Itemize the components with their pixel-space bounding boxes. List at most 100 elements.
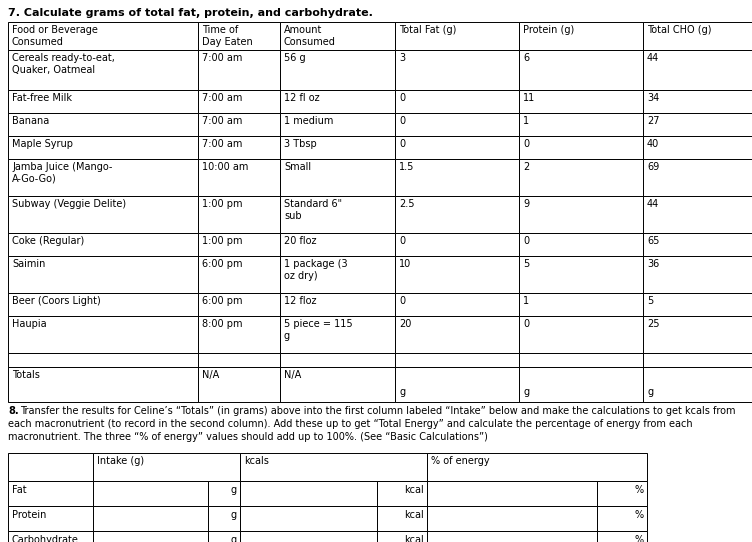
Text: 1: 1 bbox=[523, 116, 529, 126]
Text: 25: 25 bbox=[647, 319, 660, 329]
Text: 0: 0 bbox=[523, 139, 529, 149]
Text: Small: Small bbox=[284, 162, 311, 172]
Bar bbox=[519, 353, 643, 367]
Text: 11: 11 bbox=[523, 93, 535, 103]
Text: Totals: Totals bbox=[12, 370, 40, 380]
Text: kcal: kcal bbox=[405, 485, 424, 495]
Bar bbox=[280, 159, 395, 196]
Text: Carbohydrate: Carbohydrate bbox=[12, 535, 79, 542]
Text: 10:00 am: 10:00 am bbox=[202, 162, 248, 172]
Text: 12 floz: 12 floz bbox=[284, 296, 317, 306]
Bar bbox=[198, 233, 280, 256]
Bar bbox=[597, 481, 647, 506]
Bar bbox=[519, 196, 643, 233]
Text: 9: 9 bbox=[523, 199, 529, 209]
Bar bbox=[643, 256, 752, 293]
Text: 6:00 pm: 6:00 pm bbox=[202, 259, 242, 269]
Bar bbox=[280, 50, 395, 90]
Text: 1.5: 1.5 bbox=[399, 162, 414, 172]
Bar bbox=[8, 196, 198, 233]
Bar bbox=[519, 256, 643, 293]
Bar bbox=[427, 531, 597, 542]
Text: Haupia: Haupia bbox=[12, 319, 47, 329]
Text: g: g bbox=[231, 535, 237, 542]
Text: 1: 1 bbox=[523, 296, 529, 306]
Text: %: % bbox=[635, 510, 644, 520]
Text: Coke (Regular): Coke (Regular) bbox=[12, 236, 84, 246]
Bar bbox=[519, 159, 643, 196]
Text: g: g bbox=[231, 485, 237, 495]
Text: 69: 69 bbox=[647, 162, 660, 172]
Text: Time of
Day Eaten: Time of Day Eaten bbox=[202, 25, 253, 47]
Bar bbox=[198, 256, 280, 293]
Bar bbox=[93, 506, 208, 531]
Text: 36: 36 bbox=[647, 259, 660, 269]
Text: Subway (Veggie Delite): Subway (Veggie Delite) bbox=[12, 199, 126, 209]
Bar bbox=[198, 113, 280, 136]
Text: 7:00 am: 7:00 am bbox=[202, 93, 242, 103]
Text: Amount
Consumed: Amount Consumed bbox=[284, 25, 336, 47]
Bar bbox=[8, 293, 198, 316]
Bar bbox=[395, 113, 519, 136]
Text: 12 fl oz: 12 fl oz bbox=[284, 93, 320, 103]
Text: 10: 10 bbox=[399, 259, 411, 269]
Text: 40: 40 bbox=[647, 139, 660, 149]
Bar bbox=[643, 196, 752, 233]
Text: Protein: Protein bbox=[12, 510, 47, 520]
Text: g: g bbox=[523, 387, 529, 397]
Text: 5: 5 bbox=[647, 296, 653, 306]
Text: 0: 0 bbox=[399, 236, 405, 246]
Text: 1 package (3
oz dry): 1 package (3 oz dry) bbox=[284, 259, 347, 281]
Bar bbox=[519, 136, 643, 159]
Text: macronutrient. The three “% of energy” values should add up to 100%. (See “Basic: macronutrient. The three “% of energy” v… bbox=[8, 432, 488, 442]
Text: 0: 0 bbox=[399, 139, 405, 149]
Bar bbox=[280, 196, 395, 233]
Text: 65: 65 bbox=[647, 236, 660, 246]
Bar bbox=[395, 233, 519, 256]
Text: 27: 27 bbox=[647, 116, 660, 126]
Text: 20 floz: 20 floz bbox=[284, 236, 317, 246]
Bar bbox=[395, 367, 519, 402]
Bar bbox=[395, 256, 519, 293]
Bar bbox=[377, 481, 427, 506]
Text: 7:00 am: 7:00 am bbox=[202, 53, 242, 63]
Bar bbox=[519, 367, 643, 402]
Text: Banana: Banana bbox=[12, 116, 49, 126]
Text: 7. Calculate grams of total fat, protein, and carbohydrate.: 7. Calculate grams of total fat, protein… bbox=[8, 8, 373, 18]
Bar bbox=[240, 531, 377, 542]
Bar bbox=[198, 196, 280, 233]
Bar bbox=[198, 353, 280, 367]
Text: 34: 34 bbox=[647, 93, 660, 103]
Bar bbox=[8, 316, 198, 353]
Text: 3: 3 bbox=[399, 53, 405, 63]
Bar bbox=[519, 50, 643, 90]
Bar bbox=[8, 113, 198, 136]
Bar bbox=[198, 293, 280, 316]
Bar bbox=[8, 136, 198, 159]
Bar bbox=[519, 90, 643, 113]
Bar bbox=[395, 22, 519, 50]
Bar bbox=[395, 353, 519, 367]
Bar bbox=[643, 113, 752, 136]
Bar bbox=[8, 159, 198, 196]
Text: Food or Beverage
Consumed: Food or Beverage Consumed bbox=[12, 25, 98, 47]
Bar bbox=[280, 233, 395, 256]
Bar bbox=[395, 159, 519, 196]
Text: Maple Syrup: Maple Syrup bbox=[12, 139, 73, 149]
Text: each macronutrient (to record in the second column). Add these up to get “Total : each macronutrient (to record in the sec… bbox=[8, 419, 693, 429]
Bar bbox=[8, 481, 93, 506]
Text: 1:00 pm: 1:00 pm bbox=[202, 199, 242, 209]
Bar bbox=[208, 506, 240, 531]
Bar bbox=[377, 506, 427, 531]
Bar bbox=[198, 136, 280, 159]
Bar bbox=[377, 531, 427, 542]
Bar bbox=[427, 481, 597, 506]
Text: % of energy: % of energy bbox=[431, 456, 490, 466]
Bar bbox=[395, 136, 519, 159]
Bar bbox=[208, 531, 240, 542]
Text: 1:00 pm: 1:00 pm bbox=[202, 236, 242, 246]
Text: Transfer the results for Celine’s “Totals” (in grams) above into the first colum: Transfer the results for Celine’s “Total… bbox=[20, 406, 735, 416]
Text: 8.: 8. bbox=[8, 406, 19, 416]
Bar bbox=[643, 293, 752, 316]
Bar bbox=[519, 113, 643, 136]
